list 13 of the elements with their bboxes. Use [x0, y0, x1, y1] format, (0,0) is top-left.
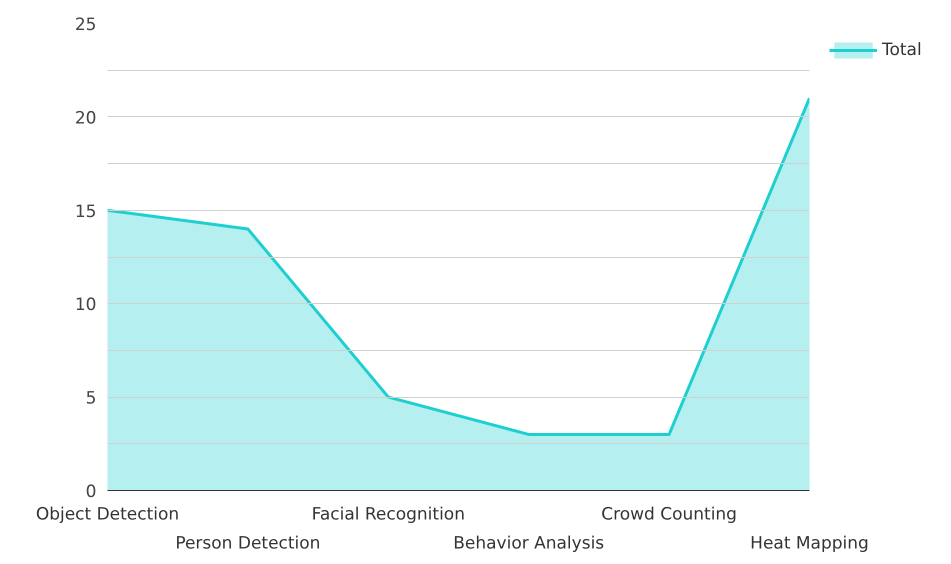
y-tick-label: 5 — [86, 388, 97, 409]
x-tick-label: Object Detection — [36, 504, 180, 524]
y-tick-label: 20 — [74, 108, 97, 128]
y-tick-label: 10 — [74, 295, 97, 316]
y-tick-label: 0 — [86, 482, 97, 502]
y-tick-label: 15 — [74, 202, 97, 222]
x-tick-label: Crowd Counting — [601, 504, 737, 524]
y-tick-label: 25 — [74, 15, 97, 35]
x-tick-label: Facial Recognition — [312, 504, 465, 524]
x-tick-label: Behavior Analysis — [453, 534, 604, 554]
x-tick-label: Heat Mapping — [750, 534, 869, 554]
legend-label: Total — [882, 40, 922, 60]
x-tick-label: Person Detection — [175, 534, 320, 554]
